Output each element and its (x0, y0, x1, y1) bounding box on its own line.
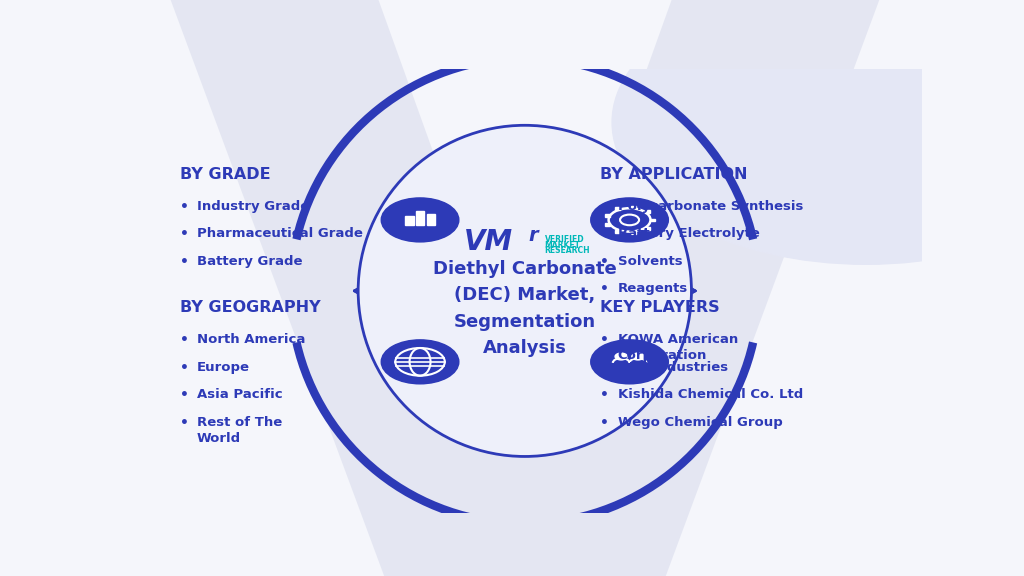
FancyBboxPatch shape (605, 223, 609, 226)
Text: BY GRADE: BY GRADE (179, 166, 270, 181)
Text: Diethyl Carbonate
(DEC) Market,
Segmentation
Analysis: Diethyl Carbonate (DEC) Market, Segmenta… (433, 260, 616, 357)
Text: VERIFIED: VERIFIED (545, 236, 585, 244)
FancyBboxPatch shape (406, 215, 414, 225)
Text: r: r (528, 226, 539, 245)
Text: VM: VM (464, 228, 513, 256)
FancyBboxPatch shape (651, 219, 655, 221)
Text: Polycarbonate Synthesis: Polycarbonate Synthesis (617, 200, 803, 213)
Text: Kishida Chemical Co. Ltd: Kishida Chemical Co. Ltd (617, 388, 803, 401)
Circle shape (632, 353, 644, 360)
FancyBboxPatch shape (615, 230, 620, 233)
FancyBboxPatch shape (427, 214, 435, 225)
Text: Pharmaceutical Grade: Pharmaceutical Grade (197, 228, 362, 240)
Circle shape (592, 340, 668, 383)
Text: •: • (179, 361, 188, 374)
Text: BY GEOGRAPHY: BY GEOGRAPHY (179, 300, 321, 314)
Text: •: • (600, 361, 609, 374)
Text: Wego Chemical Group: Wego Chemical Group (617, 415, 782, 429)
Text: •: • (179, 200, 188, 214)
Text: •: • (600, 255, 609, 269)
Text: •: • (179, 228, 188, 241)
FancyBboxPatch shape (416, 211, 424, 225)
Text: •: • (600, 282, 609, 297)
Text: KEY PLAYERS: KEY PLAYERS (600, 300, 720, 314)
Text: BY APPLICATION: BY APPLICATION (600, 166, 748, 181)
Circle shape (615, 353, 628, 360)
Text: Battery Grade: Battery Grade (197, 255, 302, 268)
Text: RESEARCH: RESEARCH (545, 246, 590, 255)
Text: •: • (600, 388, 609, 402)
Circle shape (382, 340, 458, 383)
Circle shape (382, 199, 458, 241)
FancyBboxPatch shape (632, 206, 636, 208)
Circle shape (612, 0, 1024, 264)
Text: Battery Electrolyte: Battery Electrolyte (617, 228, 760, 240)
Text: •: • (600, 415, 609, 430)
Text: V: V (95, 0, 954, 576)
Text: Asia Pacific: Asia Pacific (197, 388, 283, 401)
Text: Industry Grade: Industry Grade (197, 200, 309, 213)
FancyBboxPatch shape (605, 214, 609, 217)
FancyBboxPatch shape (615, 207, 620, 210)
Text: •: • (600, 200, 609, 214)
Text: •: • (179, 333, 188, 347)
FancyBboxPatch shape (645, 210, 650, 213)
FancyBboxPatch shape (632, 232, 636, 234)
Ellipse shape (358, 126, 691, 456)
Text: MARKET: MARKET (545, 241, 581, 250)
Text: North America: North America (197, 333, 305, 346)
Text: •: • (179, 415, 188, 430)
Text: •: • (179, 255, 188, 269)
Text: Europe: Europe (197, 361, 250, 373)
Text: •: • (600, 333, 609, 347)
Text: Reagents: Reagents (617, 282, 688, 295)
Text: Solvents: Solvents (617, 255, 682, 268)
FancyBboxPatch shape (645, 227, 650, 230)
Text: Rest of The
World: Rest of The World (197, 415, 283, 445)
Text: •: • (600, 228, 609, 241)
Text: KOWA American
Corporation: KOWA American Corporation (617, 333, 738, 362)
Text: •: • (179, 388, 188, 402)
Text: UBE Industries: UBE Industries (617, 361, 728, 373)
Circle shape (592, 199, 668, 241)
